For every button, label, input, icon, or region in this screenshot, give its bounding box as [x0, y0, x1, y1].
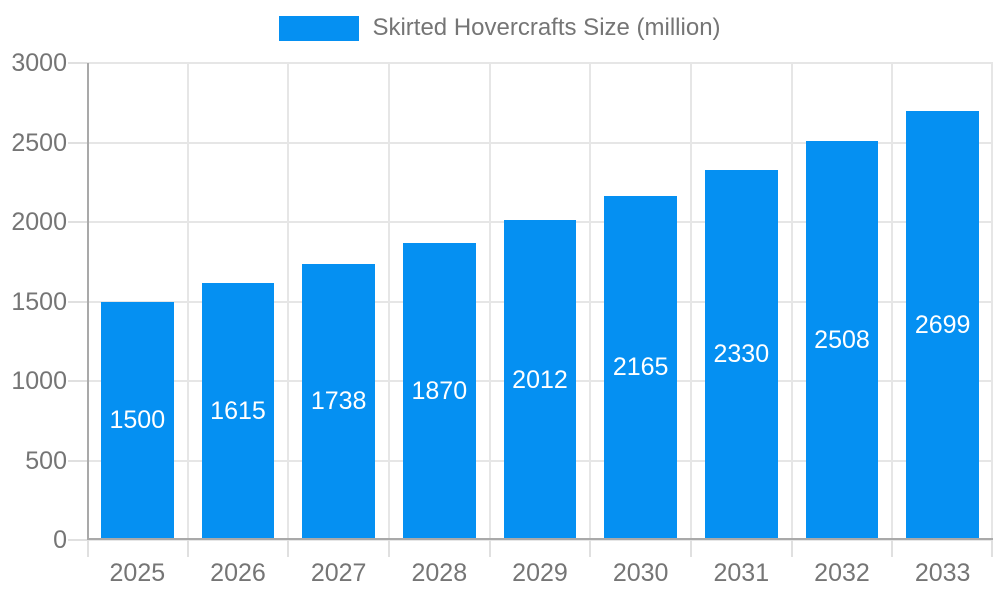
bar-value-label-2033: 2699 — [914, 310, 971, 339]
x-axis-tick-8 — [891, 540, 894, 557]
h-gridline-0 — [87, 539, 993, 541]
y-axis-tick-500 — [68, 459, 87, 462]
y-axis-tick-1500 — [68, 300, 87, 303]
y-tick-label-1500: 1500 — [11, 287, 67, 316]
bar-2027[interactable]: 1738 — [302, 263, 375, 540]
x-tick-label-2033: 2033 — [914, 559, 971, 587]
y-tick-label-3000: 3000 — [11, 49, 67, 77]
v-gridline-2 — [287, 63, 290, 540]
y-tick-label-1000: 1000 — [11, 367, 67, 395]
v-gridline-8 — [891, 63, 894, 540]
y-tick-label-500: 500 — [25, 446, 67, 475]
y-axis-tick-2000 — [68, 221, 87, 224]
bar-value-label-2027: 1738 — [310, 387, 367, 416]
y-tick-label-2000: 2000 — [11, 208, 67, 236]
bar-2032[interactable]: 2508 — [805, 141, 879, 540]
bar-2033[interactable]: 2699 — [906, 110, 979, 540]
x-axis-tick-1 — [186, 540, 189, 557]
x-axis-tick-7 — [790, 540, 793, 557]
bar-2031[interactable]: 2330 — [705, 169, 778, 540]
x-tick-label-2027: 2027 — [310, 559, 367, 587]
v-gridline-7 — [790, 63, 793, 540]
plot-area: 1500 1615 1738 1870 2012 2165 2330 2508 2699 — [68, 62, 993, 557]
bar-2026[interactable]: 1615 — [201, 283, 275, 540]
bar-2025[interactable]: 1500 — [101, 301, 174, 540]
bar-value-label-2031: 2330 — [713, 340, 770, 369]
y-axis-tick-0 — [68, 539, 87, 541]
bar-value-label-2032: 2508 — [814, 326, 870, 355]
y-axis-line — [87, 63, 89, 540]
bar-value-label-2028: 1870 — [411, 376, 468, 405]
y-axis-labels: 0 500 1000 1500 2000 2500 3000 — [0, 49, 67, 554]
x-axis-tick-6 — [689, 540, 692, 557]
v-gridline-3 — [387, 63, 390, 540]
bar-value-label-2029: 2012 — [512, 365, 568, 394]
y-axis-tick-2500 — [68, 141, 87, 144]
v-gridline-6 — [689, 63, 692, 540]
h-gridline-3000 — [87, 62, 993, 64]
bar-value-label-2025: 1500 — [109, 406, 166, 435]
y-axis-tick-1000 — [68, 380, 87, 383]
x-tick-label-2028: 2028 — [411, 559, 468, 587]
chart-legend: Skirted Hovercrafts Size (million) — [0, 14, 1000, 42]
h-gridline-2500 — [87, 141, 993, 144]
legend-label: Skirted Hovercrafts Size (million) — [372, 14, 721, 41]
legend-swatch — [279, 15, 360, 41]
x-tick-label-2030: 2030 — [612, 559, 669, 587]
bar-value-label-2030: 2165 — [612, 353, 669, 382]
bar-value-label-2026: 1615 — [210, 397, 266, 426]
y-tick-label-0: 0 — [53, 526, 67, 554]
x-axis-tick-4 — [488, 540, 491, 557]
x-tick-label-2032: 2032 — [814, 559, 870, 587]
x-axis-tick-5 — [589, 540, 592, 557]
x-tick-label-2025: 2025 — [109, 559, 166, 587]
v-gridline-9 — [991, 63, 993, 540]
x-axis-tick-3 — [387, 540, 390, 557]
bar-2028[interactable]: 1870 — [403, 242, 476, 540]
v-gridline-5 — [589, 63, 592, 540]
bar-2029[interactable]: 2012 — [503, 220, 577, 540]
bar-2030[interactable]: 2165 — [604, 195, 677, 540]
x-axis-tick-2 — [287, 540, 290, 557]
x-axis-baseline — [87, 538, 993, 540]
x-tick-label-2026: 2026 — [210, 559, 266, 587]
y-tick-label-2500: 2500 — [11, 128, 67, 157]
y-axis-tick-3000 — [68, 62, 87, 64]
v-gridline-4 — [488, 63, 491, 540]
v-gridline-1 — [186, 63, 189, 540]
x-axis-tick-9 — [991, 540, 993, 557]
x-tick-label-2029: 2029 — [512, 559, 568, 587]
x-tick-label-2031: 2031 — [713, 559, 770, 587]
x-axis-labels: 2025 2026 2027 2028 2029 2030 2031 2032 2033 — [87, 557, 993, 589]
x-axis-tick-0 — [87, 540, 89, 557]
